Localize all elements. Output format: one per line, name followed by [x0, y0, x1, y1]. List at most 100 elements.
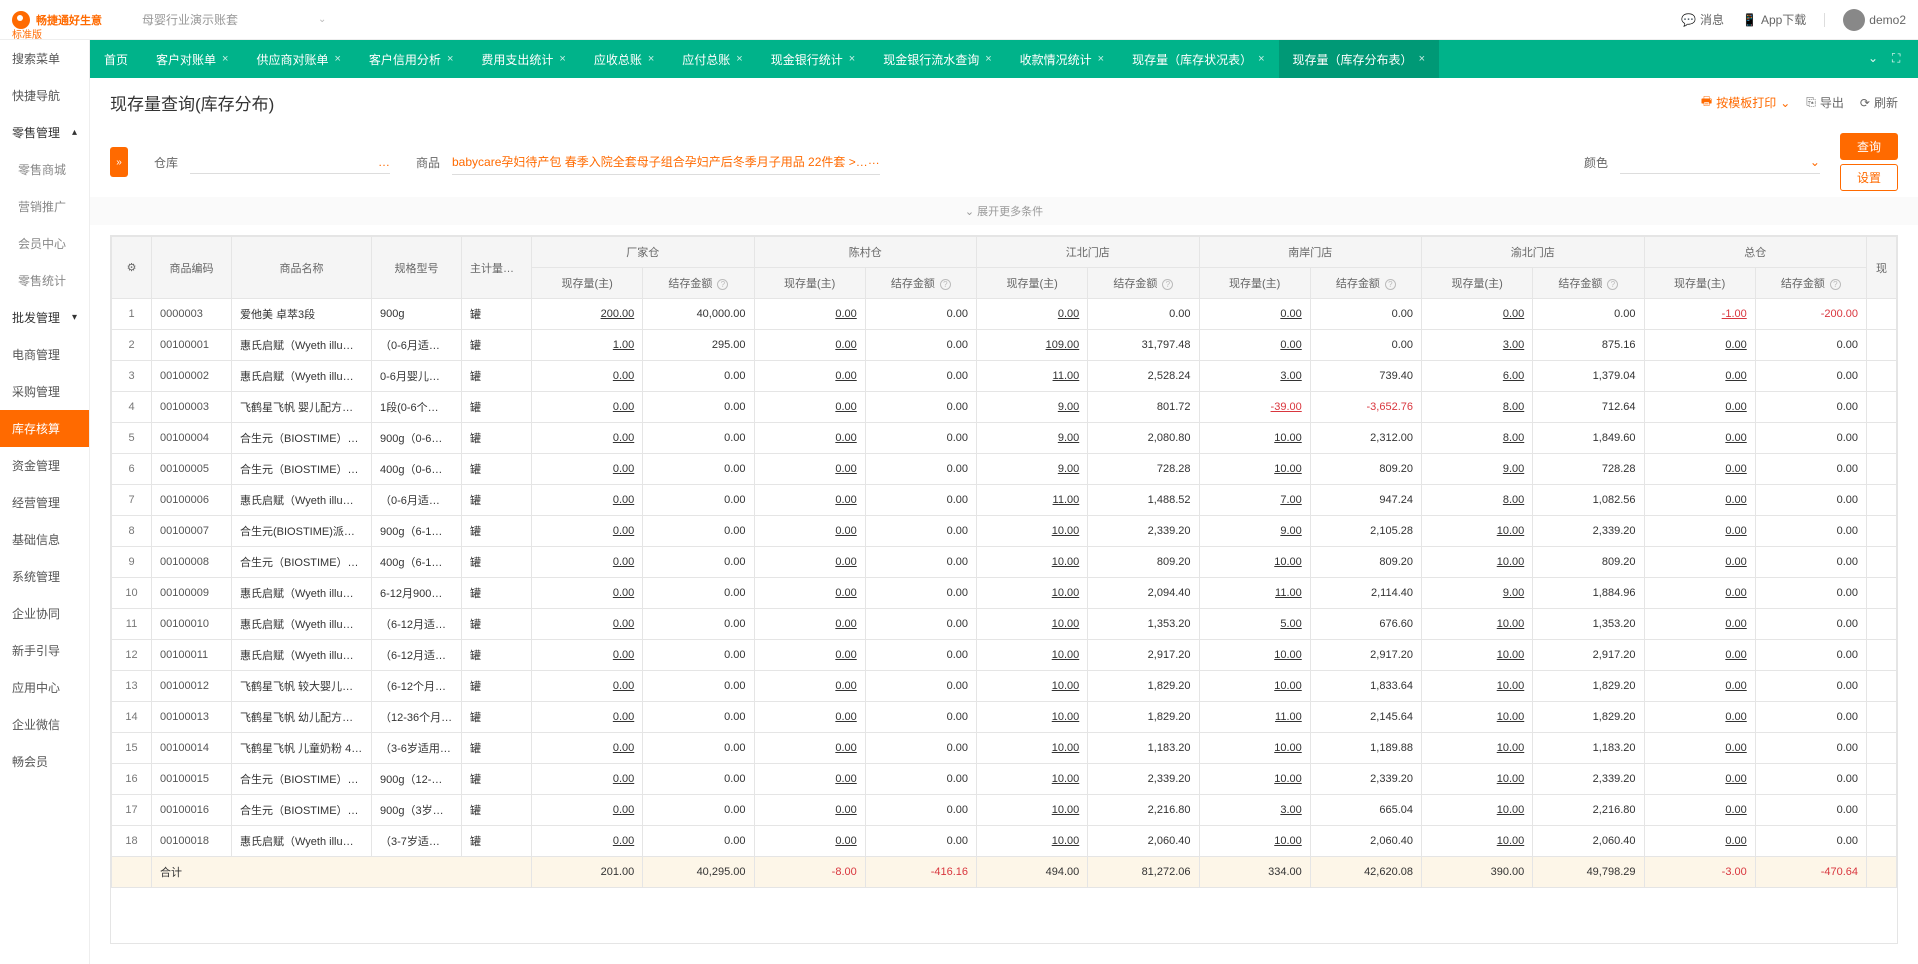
close-icon[interactable]: ×: [1419, 53, 1425, 65]
sidebar-item[interactable]: 营销推广: [0, 188, 89, 225]
qty-cell[interactable]: 0.00: [835, 587, 856, 599]
qty-cell[interactable]: 0.00: [835, 556, 856, 568]
app-download-link[interactable]: 📱App下载: [1742, 11, 1806, 28]
qty-cell[interactable]: 6.00: [1503, 370, 1524, 382]
qty-cell[interactable]: 10.00: [1497, 618, 1525, 630]
qty-cell[interactable]: 0.00: [835, 463, 856, 475]
qty-cell[interactable]: 10.00: [1274, 463, 1302, 475]
sidebar-item[interactable]: 经营管理: [0, 484, 89, 521]
qty-cell[interactable]: 0.00: [613, 432, 634, 444]
qty-cell[interactable]: 9.00: [1280, 525, 1301, 537]
qty-cell[interactable]: 0.00: [1725, 401, 1746, 413]
color-input[interactable]: ⌄: [1620, 151, 1820, 174]
qty-cell[interactable]: 0.00: [1725, 773, 1746, 785]
qty-cell[interactable]: 0.00: [613, 370, 634, 382]
sidebar-item[interactable]: 企业协同: [0, 595, 89, 632]
qty-cell[interactable]: 10.00: [1052, 773, 1080, 785]
sidebar-item[interactable]: 畅会员: [0, 743, 89, 780]
qty-cell[interactable]: 0.00: [835, 773, 856, 785]
qty-cell[interactable]: 5.00: [1280, 618, 1301, 630]
qty-cell[interactable]: 0.00: [1725, 742, 1746, 754]
qty-cell[interactable]: 10.00: [1497, 804, 1525, 816]
qty-cell[interactable]: 0.00: [1725, 680, 1746, 692]
close-icon[interactable]: ×: [447, 53, 453, 65]
qty-cell[interactable]: 11.00: [1275, 711, 1302, 723]
qty-cell[interactable]: 0.00: [613, 463, 634, 475]
qty-cell[interactable]: 0.00: [1725, 525, 1746, 537]
sidebar-item[interactable]: 系统管理: [0, 558, 89, 595]
qty-cell[interactable]: 10.00: [1052, 587, 1080, 599]
qty-cell[interactable]: 0.00: [613, 494, 634, 506]
qty-cell[interactable]: 10.00: [1052, 649, 1080, 661]
chevron-down-icon[interactable]: ⌄: [318, 14, 326, 25]
refresh-button[interactable]: ⟳刷新: [1860, 92, 1898, 113]
qty-cell[interactable]: 9.00: [1503, 463, 1524, 475]
qty-cell[interactable]: 9.00: [1058, 401, 1079, 413]
qty-cell[interactable]: 8.00: [1503, 401, 1524, 413]
qty-cell[interactable]: 11.00: [1053, 494, 1080, 506]
print-button[interactable]: 🖶按模板打印 ⌄: [1701, 92, 1790, 113]
close-icon[interactable]: ×: [222, 53, 228, 65]
qty-cell[interactable]: 10.00: [1497, 773, 1525, 785]
qty-cell[interactable]: 3.00: [1503, 339, 1524, 351]
user-menu[interactable]: demo2: [1843, 9, 1906, 31]
qty-cell[interactable]: 0.00: [835, 494, 856, 506]
close-icon[interactable]: ×: [648, 53, 654, 65]
qty-cell[interactable]: 0.00: [835, 525, 856, 537]
qty-cell[interactable]: 0.00: [1725, 804, 1746, 816]
qty-cell[interactable]: 10.00: [1274, 432, 1302, 444]
fullscreen-icon[interactable]: ⛶: [1892, 51, 1908, 67]
qty-cell[interactable]: 8.00: [1503, 432, 1524, 444]
qty-cell[interactable]: 10.00: [1274, 649, 1302, 661]
qty-cell[interactable]: 10.00: [1274, 742, 1302, 754]
qty-cell[interactable]: 10.00: [1052, 680, 1080, 692]
qty-cell[interactable]: 9.00: [1503, 587, 1524, 599]
product-input[interactable]: babycare孕妇待产包 春季入院全套母子组合孕妇产后冬季月子用品 22件套 …: [452, 149, 880, 175]
qty-cell[interactable]: 10.00: [1052, 835, 1080, 847]
close-icon[interactable]: ×: [985, 53, 991, 65]
qty-cell[interactable]: 0.00: [1725, 835, 1746, 847]
qty-cell[interactable]: 0.00: [613, 649, 634, 661]
export-button[interactable]: ⎘导出: [1806, 92, 1844, 113]
qty-cell[interactable]: 10.00: [1497, 680, 1525, 692]
qty-cell[interactable]: 0.00: [1725, 587, 1746, 599]
qty-cell[interactable]: 0.00: [835, 618, 856, 630]
qty-cell[interactable]: 0.00: [613, 401, 634, 413]
qty-cell[interactable]: 10.00: [1274, 556, 1302, 568]
tab[interactable]: 费用支出统计×: [467, 40, 579, 78]
qty-cell[interactable]: 0.00: [613, 680, 634, 692]
tab-dropdown-icon[interactable]: ⌄: [1868, 51, 1884, 67]
qty-cell[interactable]: 0.00: [1725, 339, 1746, 351]
qty-cell[interactable]: 0.00: [613, 525, 634, 537]
qty-cell[interactable]: 8.00: [1503, 494, 1524, 506]
qty-cell[interactable]: 0.00: [835, 835, 856, 847]
qty-cell[interactable]: 0.00: [613, 587, 634, 599]
sidebar-item[interactable]: 采购管理: [0, 373, 89, 410]
qty-cell[interactable]: 10.00: [1052, 804, 1080, 816]
qty-cell[interactable]: 0.00: [835, 432, 856, 444]
sidebar-item[interactable]: 快捷导航: [0, 77, 89, 114]
collapse-filter-toggle[interactable]: »: [110, 147, 128, 177]
qty-cell[interactable]: 0.00: [1725, 370, 1746, 382]
tab[interactable]: 供应商对账单×: [242, 40, 354, 78]
sidebar-item[interactable]: 应用中心: [0, 669, 89, 706]
close-icon[interactable]: ×: [559, 53, 565, 65]
qty-cell[interactable]: 0.00: [613, 711, 634, 723]
qty-cell[interactable]: 0.00: [1725, 649, 1746, 661]
qty-cell[interactable]: 0.00: [1725, 463, 1746, 475]
qty-cell[interactable]: 0.00: [613, 835, 634, 847]
sidebar-item[interactable]: 电商管理: [0, 336, 89, 373]
qty-cell[interactable]: 11.00: [1275, 587, 1302, 599]
query-button[interactable]: 查询: [1840, 133, 1898, 160]
qty-cell[interactable]: 0.00: [835, 742, 856, 754]
qty-cell[interactable]: 10.00: [1274, 773, 1302, 785]
close-icon[interactable]: ×: [334, 53, 340, 65]
tab[interactable]: 现金银行统计×: [757, 40, 869, 78]
close-icon[interactable]: ×: [1258, 53, 1264, 65]
tab[interactable]: 应收总账×: [580, 40, 668, 78]
qty-cell[interactable]: 0.00: [613, 556, 634, 568]
tab[interactable]: 首页: [90, 40, 142, 78]
sidebar-item[interactable]: 资金管理: [0, 447, 89, 484]
qty-cell[interactable]: 0.00: [1725, 556, 1746, 568]
tab[interactable]: 现存量（库存分布表）×: [1279, 40, 1439, 78]
